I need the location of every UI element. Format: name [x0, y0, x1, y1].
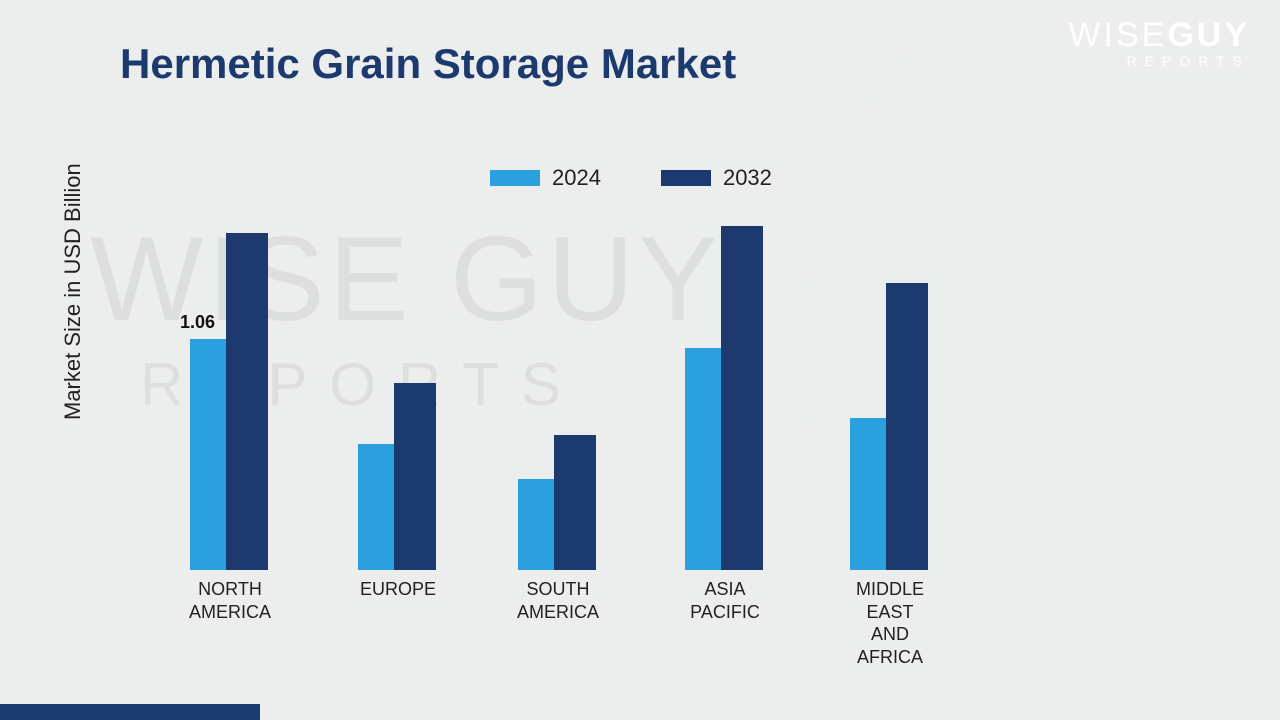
bar-group	[190, 233, 268, 570]
bar-group	[685, 226, 763, 570]
y-axis-label: Market Size in USD Billion	[60, 163, 86, 420]
chart-area: Market Size in USD Billion 2024 2032 1.0…	[70, 160, 970, 680]
logo-line-1: WISEGUY	[1068, 18, 1250, 52]
footer-accent-bar	[0, 704, 260, 720]
bar	[226, 233, 268, 570]
bar	[554, 435, 596, 570]
plot-region: 1.06	[130, 200, 970, 570]
bar-group	[518, 435, 596, 570]
category-label: ASIA PACIFIC	[655, 578, 795, 623]
bar	[886, 283, 928, 570]
logo-line-2: REPORTS	[1068, 54, 1250, 68]
bar-group	[358, 383, 436, 570]
logo-wise: WISE	[1068, 16, 1167, 54]
brand-logo: WISEGUY REPORTS	[1068, 18, 1250, 68]
value-label: 1.06	[180, 312, 215, 333]
legend: 2024 2032	[490, 165, 772, 191]
page: WISEGUY REPORTS Hermetic Grain Storage M…	[0, 0, 1280, 720]
legend-item-2032: 2032	[661, 165, 772, 191]
chart-title: Hermetic Grain Storage Market	[120, 40, 736, 88]
category-label: MIDDLE EAST AND AFRICA	[820, 578, 960, 668]
legend-item-2024: 2024	[490, 165, 601, 191]
bar-group	[850, 283, 928, 570]
logo-guy: GUY	[1167, 16, 1250, 54]
legend-label-2032: 2032	[723, 165, 772, 191]
legend-swatch-2024	[490, 170, 540, 186]
category-label: SOUTH AMERICA	[488, 578, 628, 623]
category-label: EUROPE	[328, 578, 468, 601]
category-label: NORTH AMERICA	[160, 578, 300, 623]
bar	[394, 383, 436, 570]
legend-label-2024: 2024	[552, 165, 601, 191]
bar	[721, 226, 763, 570]
legend-swatch-2032	[661, 170, 711, 186]
